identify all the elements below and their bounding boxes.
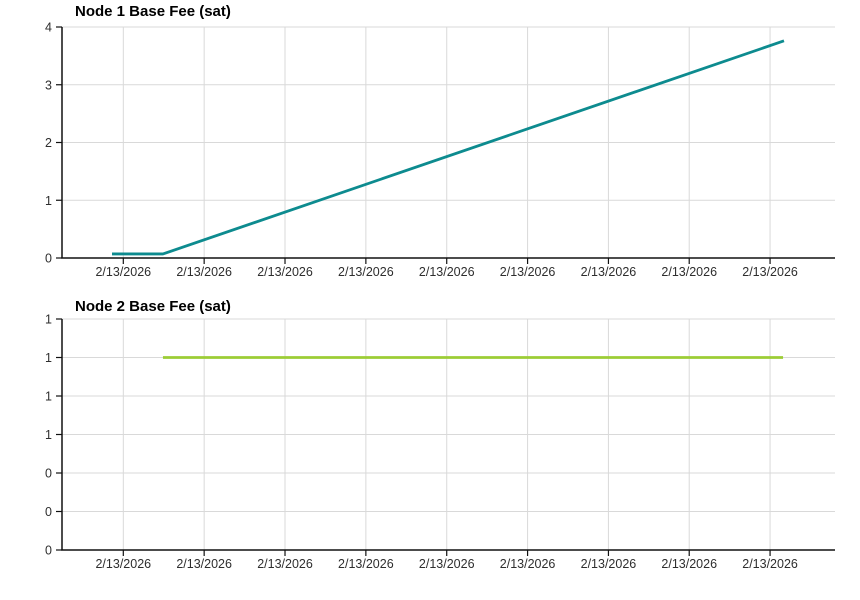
series-line (112, 39, 785, 256)
y-tick-label: 1 (45, 351, 52, 365)
x-tick-label: 2/13/2026 (338, 265, 394, 279)
y-tick-label: 0 (45, 252, 52, 266)
node1-chart-title: Node 1 Base Fee (sat) (75, 3, 231, 20)
y-tick-label: 0 (45, 467, 52, 481)
x-tick-label: 2/13/2026 (419, 265, 475, 279)
y-tick-label: 1 (45, 313, 52, 327)
x-tick-label: 2/13/2026 (581, 557, 637, 571)
y-tick-label: 2 (45, 136, 52, 150)
x-tick-label: 2/13/2026 (338, 557, 394, 571)
x-tick-label: 2/13/2026 (581, 265, 637, 279)
x-tick-label: 2/13/2026 (661, 265, 717, 279)
y-tick-label: 1 (45, 194, 52, 208)
x-tick-label: 2/13/2026 (257, 265, 313, 279)
y-tick-label: 4 (45, 21, 52, 35)
y-tick-label: 1 (45, 390, 52, 404)
node2-chart-title: Node 2 Base Fee (sat) (75, 298, 231, 315)
x-tick-label: 2/13/2026 (661, 557, 717, 571)
node2-base-fee-chart: Node 2 Base Fee (sat) 0 0 0 1 1 1 1 2/13/2026 2/… (0, 295, 860, 600)
y-tick-label: 0 (45, 505, 52, 519)
x-tick-label: 2/13/2026 (176, 557, 232, 571)
x-tick-label: 2/13/2026 (742, 265, 798, 279)
x-tick-label: 2/13/2026 (500, 265, 556, 279)
y-tick-label: 3 (45, 78, 52, 92)
y-tick-label: 1 (45, 428, 52, 442)
x-tick-label: 2/13/2026 (95, 557, 151, 571)
x-tick-label: 2/13/2026 (95, 265, 151, 279)
node2-chart-plot: 0 0 0 1 1 1 1 2/13/2026 2/13/2026 2/13/2026 2/13/2… (45, 313, 835, 571)
x-tick-label: 2/13/2026 (742, 557, 798, 571)
x-tick-label: 2/13/2026 (419, 557, 475, 571)
x-tick-label: 2/13/2026 (176, 265, 232, 279)
y-tick-label: 0 (45, 544, 52, 558)
x-tick-label: 2/13/2026 (500, 557, 556, 571)
node1-chart-plot: 0 1 2 3 4 2/13/2026 2/13/2026 2/13/2026 2/13/202… (45, 21, 835, 279)
node1-base-fee-chart: Node 1 Base Fee (sat) 0 1 2 3 4 2/13/2026 2/13… (0, 0, 860, 295)
x-tick-label: 2/13/2026 (257, 557, 313, 571)
